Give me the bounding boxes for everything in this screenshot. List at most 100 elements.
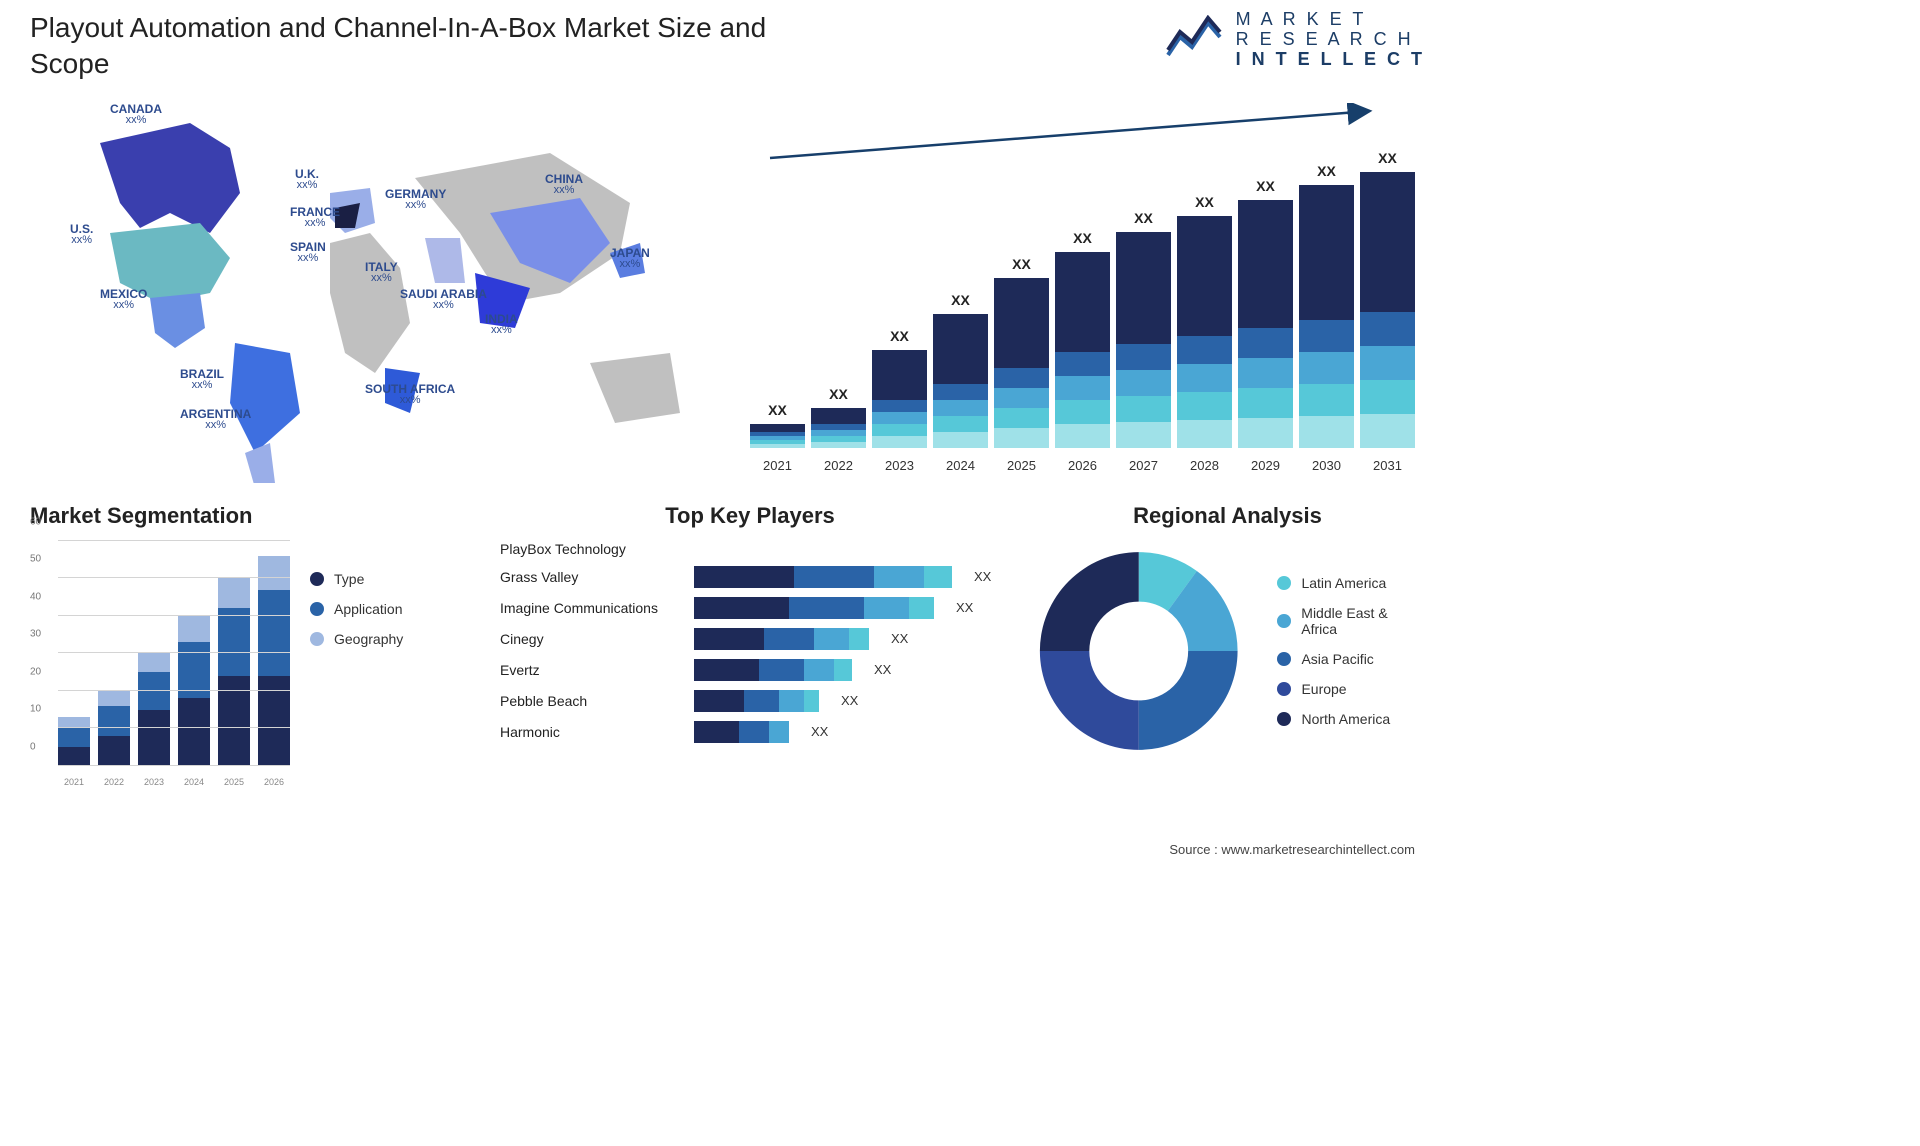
growth-year-label: 2028	[1177, 458, 1232, 473]
seg-bar	[138, 653, 170, 766]
source-footer: Source : www.marketresearchintellect.com	[1169, 842, 1415, 857]
kp-bar	[694, 597, 934, 619]
map-label: FRANCExx%	[290, 206, 340, 230]
bottom-row: Market Segmentation 0102030405060 202120…	[0, 503, 1455, 801]
kp-bar	[694, 628, 869, 650]
seg-gridline	[58, 765, 290, 766]
kp-row: Grass ValleyXX	[500, 566, 1000, 588]
map-label: CANADAxx%	[110, 103, 162, 127]
growth-bar: XX	[1299, 185, 1354, 448]
growth-year-label: 2025	[994, 458, 1049, 473]
map-label: CHINAxx%	[545, 173, 583, 197]
seg-bar	[258, 556, 290, 766]
legend-swatch	[1277, 712, 1291, 726]
growth-bar-value: XX	[768, 402, 787, 418]
seg-year-label: 2021	[58, 777, 90, 787]
seg-gridline	[58, 540, 290, 541]
growth-year-label: 2024	[933, 458, 988, 473]
seg-legend-item: Application	[310, 601, 403, 617]
kp-bar	[694, 721, 789, 743]
donut-slice	[1139, 651, 1238, 750]
seg-bar	[218, 578, 250, 766]
growth-bar: XX	[994, 278, 1049, 448]
map-region	[330, 233, 410, 373]
map-label: U.S.xx%	[70, 223, 93, 247]
key-players-panel: Top Key Players PlayBox TechnologyGrass …	[500, 503, 1000, 743]
kp-label: Evertz	[500, 662, 680, 678]
map-label: GERMANYxx%	[385, 188, 446, 212]
growth-bar: XX	[1177, 216, 1232, 448]
seg-ytick: 20	[30, 666, 41, 677]
seg-ytick: 60	[30, 516, 41, 527]
growth-bar: XX	[750, 424, 805, 448]
seg-ytick: 40	[30, 591, 41, 602]
reg-legend-item: Europe	[1277, 681, 1425, 697]
top-row: CANADAxx% U.S.xx% MEXICOxx% BRAZILxx% ARGENT…	[0, 83, 1455, 503]
regional-panel: Regional Analysis Latin AmericaMiddle Ea…	[1030, 503, 1425, 761]
segmentation-panel: Market Segmentation 0102030405060 202120…	[30, 503, 470, 791]
seg-legend-item: Geography	[310, 631, 403, 647]
seg-legend-item: Type	[310, 571, 403, 587]
map-label: ARGENTINAxx%	[180, 408, 251, 432]
logo-text: M A R K E T R E S E A R C H I N T E L L …	[1236, 10, 1425, 69]
donut-slice	[1040, 651, 1139, 750]
kp-value: XX	[956, 600, 973, 615]
seg-bar	[58, 717, 90, 766]
map-label: BRAZILxx%	[180, 368, 224, 392]
growth-bar: XX	[872, 350, 927, 448]
seg-gridline	[58, 615, 290, 616]
map-label: ITALYxx%	[365, 261, 398, 285]
legend-label: Geography	[334, 631, 403, 647]
reg-legend-item: Middle East & Africa	[1277, 605, 1425, 637]
kp-bar	[694, 566, 952, 588]
growth-bar-value: XX	[1256, 178, 1275, 194]
header: Playout Automation and Channel-In-A-Box …	[0, 0, 1455, 83]
growth-year-label: 2031	[1360, 458, 1415, 473]
map-label: MEXICOxx%	[100, 288, 147, 312]
kp-value: XX	[811, 724, 828, 739]
logo: M A R K E T R E S E A R C H I N T E L L …	[1164, 10, 1425, 69]
kp-label: Grass Valley	[500, 569, 680, 585]
kp-bar	[694, 690, 819, 712]
regional-legend: Latin AmericaMiddle East & AfricaAsia Pa…	[1277, 575, 1425, 727]
donut-slice	[1040, 552, 1139, 651]
kp-value: XX	[841, 693, 858, 708]
kp-row: CinegyXX	[500, 628, 1000, 650]
kp-value: XX	[874, 662, 891, 677]
seg-gridline	[58, 652, 290, 653]
seg-gridline	[58, 727, 290, 728]
growth-bar: XX	[1360, 172, 1415, 448]
kp-label: PlayBox Technology	[500, 541, 680, 557]
seg-bar	[98, 691, 130, 766]
growth-bar: XX	[811, 408, 866, 448]
seg-gridline	[58, 690, 290, 691]
legend-swatch	[1277, 652, 1291, 666]
growth-year-label: 2022	[811, 458, 866, 473]
kp-label: Cinegy	[500, 631, 680, 647]
logo-line2: R E S E A R C H	[1236, 30, 1425, 50]
map-label: JAPANxx%	[610, 247, 650, 271]
growth-bar-value: XX	[890, 328, 909, 344]
growth-bar-value: XX	[951, 292, 970, 308]
map-label: SPAINxx%	[290, 241, 326, 265]
kp-label: Pebble Beach	[500, 693, 680, 709]
logo-line1: M A R K E T	[1236, 10, 1425, 30]
map-label: SAUDI ARABIAxx%	[400, 288, 487, 312]
growth-bar-value: XX	[1073, 230, 1092, 246]
world-map: CANADAxx% U.S.xx% MEXICOxx% BRAZILxx% ARGENT…	[30, 93, 690, 483]
growth-bar: XX	[1116, 232, 1171, 448]
legend-label: Middle East & Africa	[1301, 605, 1425, 637]
reg-legend-item: Asia Pacific	[1277, 651, 1425, 667]
kp-row: HarmonicXX	[500, 721, 1000, 743]
legend-swatch	[310, 602, 324, 616]
seg-year-label: 2025	[218, 777, 250, 787]
kp-row: PlayBox Technology	[500, 541, 1000, 557]
seg-ytick: 30	[30, 629, 41, 640]
kp-row: Evertz XX	[500, 659, 1000, 681]
growth-bar-value: XX	[1378, 150, 1397, 166]
legend-swatch	[1277, 682, 1291, 696]
legend-label: North America	[1301, 711, 1390, 727]
logo-line3: I N T E L L E C T	[1236, 50, 1425, 70]
seg-year-label: 2024	[178, 777, 210, 787]
map-region	[100, 123, 240, 233]
